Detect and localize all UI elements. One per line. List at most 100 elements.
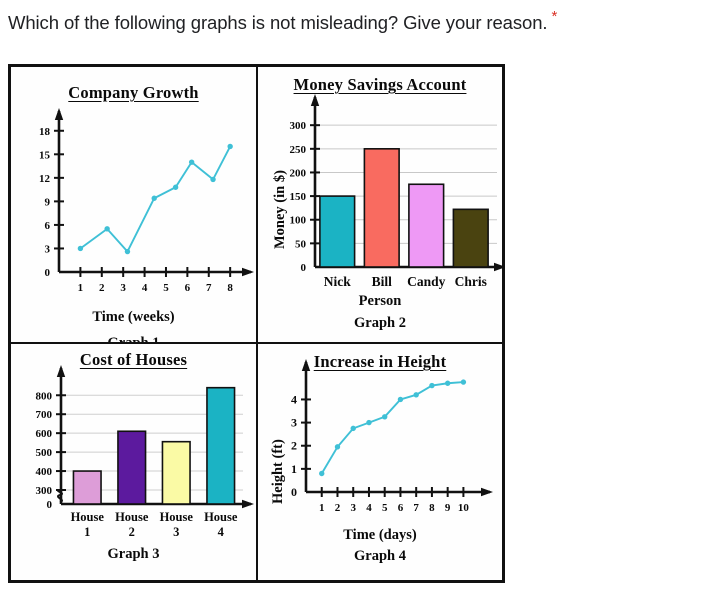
caption-graph1: Graph 1 [107,335,160,344]
y-axis-graph2-arrowhead [310,94,320,106]
data-point-graph4 [429,382,435,389]
data-point-graph4 [334,444,341,450]
data-point-graph4 [444,380,451,386]
y-tick-label-graph4: 0 [291,485,297,499]
bar-category-label-graph2: Candy [407,274,446,289]
bar-graph2 [452,208,489,268]
x-tick-label-graph4: 3 [350,502,356,514]
data-point-graph1 [151,195,157,201]
data-point-graph4 [413,392,419,398]
data-point-graph4 [397,396,404,403]
bar-graph3 [161,440,191,505]
data-line-graph4 [320,381,464,474]
caption-graph3: Graph 3 [107,546,160,562]
y-tick-label-graph3: 500 [36,447,53,459]
data-point-graph4 [350,425,356,432]
data-point-graph4 [319,470,325,477]
y-tick-label-graph2: 50 [295,238,307,250]
y-tick-label-graph4: 3 [291,416,297,430]
y-axis-label-graph2: Money (in $) [272,170,288,249]
panel-graph-3: Cost of Houses 0 300 400 500 600 700 800 House 1… [11,344,258,580]
x-tick-label-graph4: 1 [319,502,325,514]
bar-category-number-graph3: 3 [173,525,179,539]
x-axis-label-graph4: Time (days) [343,527,417,543]
panel-graph-4: Increase in Height 0 1 2 3 4 1 2 3 4 5 6 7 8 9 10 Heig… [258,344,502,580]
x-axis-graph4-arrowhead [481,487,493,497]
x-tick-label-graph1: 6 [185,282,191,294]
y-tick-label-graph3: 800 [36,390,53,402]
y-tick-label-graph3: 300 [36,485,53,497]
y-tick-label-graph4: 4 [291,392,297,406]
bar-graph2 [319,195,356,268]
data-point-graph4 [460,379,467,385]
y-tick-label-graph1: 18 [39,126,51,138]
x-tick-label-graph1: 3 [120,282,126,294]
question-header: Which of the following graphs is not mis… [8,6,700,40]
x-axis-label-graph1: Time (weeks) [92,309,175,325]
x-tick-label-graph1: 2 [99,282,105,294]
bar-category-number-graph3: 1 [84,525,90,539]
y-tick-label-graph4: 1 [291,462,297,476]
plot-area-graph3: 0300400500600700800House1House2House3Hou… [36,365,254,539]
y-tick-label-graph1: 3 [45,243,51,255]
data-point-graph1 [210,176,216,183]
chart-title-graph3: Cost of Houses [79,350,188,369]
y-tick-label-graph4: 2 [291,439,297,453]
chart-title-graph2: Money Savings Account [293,75,467,94]
y-tick-label-graph2: 0 [301,262,307,274]
x-tick-label-graph4: 6 [398,502,404,514]
x-tick-label-graph1: 5 [163,282,169,294]
panel-graph-1: Company Growth 0 3 6 9 12 15 18 1 2 3 4 5 6 7 8 Time (… [11,67,258,344]
bar-graph3 [72,470,102,505]
data-point-graph1 [77,245,84,252]
bar-category-label-graph3: House [71,510,105,524]
bar-graph3 [117,430,147,505]
x-tick-label-graph4: 8 [429,502,435,514]
plot-area-graph2: 0 50 100 150 200 250 300 Nick Bill Candy Chris [290,94,502,289]
axis-break-symbol-graph3 [57,489,63,503]
caption-graph2: Graph 2 [354,315,406,331]
bar-category-number-graph3: 2 [129,525,135,539]
y-axis-graph3-arrowhead [56,365,66,377]
x-tick-label-graph1: 7 [206,282,212,294]
y-tick-label-graph1: 6 [45,220,51,232]
x-tick-label-graph1: 4 [142,282,148,294]
graphs-figure: Company Growth 0 3 6 9 12 15 18 1 2 3 4 5 6 7 8 Time (… [8,64,505,583]
x-tick-label-graph4: 7 [413,502,419,514]
caption-graph4: Graph 4 [354,548,406,564]
y-tick-label-graph1: 9 [45,196,51,208]
bar-category-label-graph3: House [115,510,149,524]
y-tick-label-graph2: 250 [290,144,307,156]
x-axis-graph1-arrowhead [242,267,254,277]
chart-title-graph1: Company Growth [68,83,199,102]
bar-graph2 [363,148,400,268]
x-tick-label-graph4: 10 [458,502,470,514]
data-point-graph4 [366,419,372,426]
question-text: Which of the following graphs is not mis… [8,12,548,33]
bar-graph2 [408,183,445,268]
x-tick-label-graph1: 1 [78,282,84,294]
y-axis-label-graph4: Height (ft) [270,439,286,504]
bar-category-label-graph2: Chris [455,274,487,289]
data-point-graph1 [227,143,233,150]
x-tick-label-graph4: 4 [366,502,372,514]
x-axis-label-graph2: Person [358,293,402,309]
chart-title-graph4: Increase in Height [313,352,447,371]
bar-category-label-graph3: House [160,510,194,524]
data-point-graph1 [104,226,110,232]
data-point-graph1 [124,248,131,255]
data-point-graph1 [172,184,179,190]
y-tick-label-graph3: 400 [36,466,53,478]
data-point-graph1 [188,159,195,165]
y-tick-label-graph1: 15 [39,149,51,161]
x-axis-graph3-arrowhead [242,499,254,509]
y-tick-label-graph2: 200 [290,167,307,179]
y-tick-label-graph3: 0 [47,499,53,511]
panel-graph-2: Money Savings Account 0 50 100 150 200 250 300… [258,67,502,344]
data-point-graph4 [382,414,388,420]
y-tick-label-graph3: 600 [36,428,53,440]
y-tick-label-graph1: 0 [45,267,51,279]
data-line-graph1 [79,146,232,254]
